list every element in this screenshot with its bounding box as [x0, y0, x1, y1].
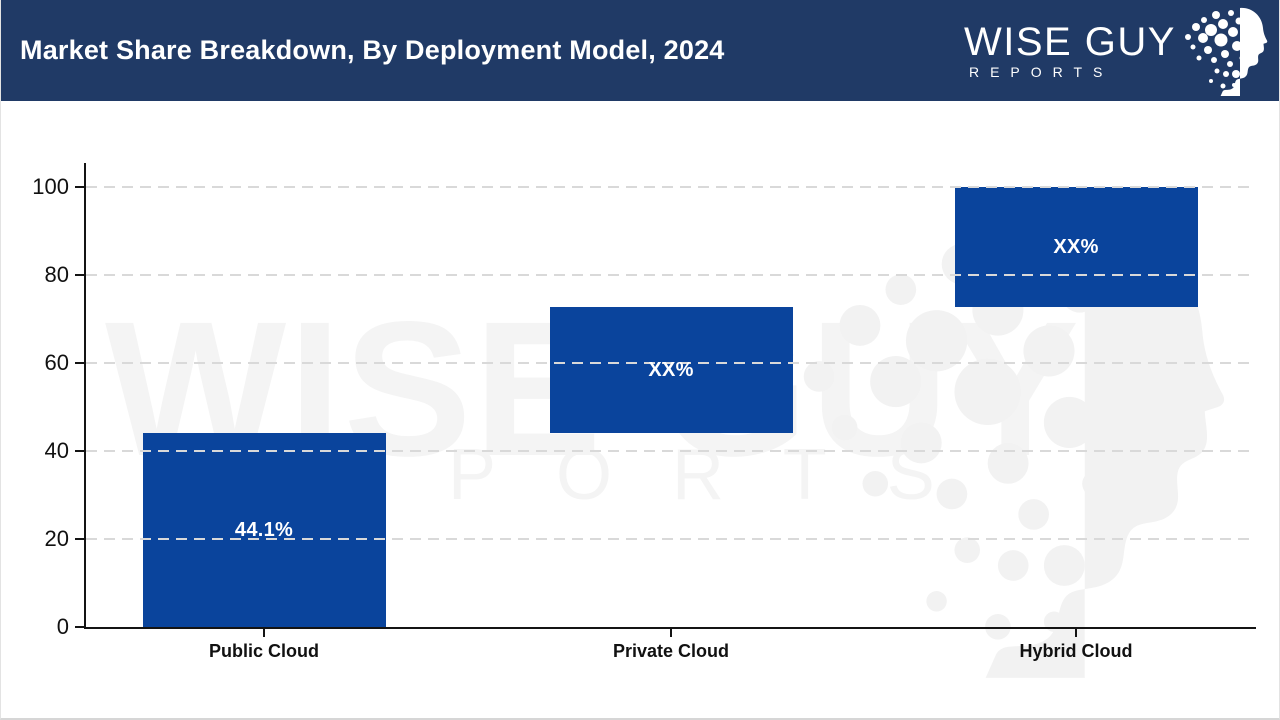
x-category-label: Private Cloud [612, 641, 730, 661]
y-gridline [86, 450, 1256, 452]
bar-value-label: XX% [648, 359, 694, 382]
y-gridline [86, 362, 1256, 364]
bar [549, 307, 793, 433]
bar [142, 432, 386, 627]
y-tick-label: 0 [56, 614, 69, 639]
y-tick-label: 40 [44, 438, 69, 463]
x-category-label: Public Cloud [209, 641, 319, 661]
y-tick [75, 450, 84, 452]
y-tick [75, 274, 84, 276]
y-tick-label: 20 [44, 526, 69, 551]
wiseguy-face-icon [1185, 7, 1268, 96]
face-profile [1220, 7, 1268, 96]
wiseguy-logo: WISE GUY REPORTS [964, 5, 1280, 97]
chart-area: WISE GUY REPORTS 44.1% XX% XX% 0 20 40 60 80 100… [0, 101, 1280, 720]
y-tick-label: 100 [32, 174, 69, 199]
y-tick [75, 626, 84, 628]
y-gridline [86, 538, 1256, 540]
y-gridline [86, 274, 1256, 276]
x-category-label: Hybrid Cloud [1019, 641, 1133, 661]
dot-cluster [1185, 9, 1249, 88]
page-title: Market Share Breakdown, By Deployment Mo… [20, 35, 725, 65]
logo-subtitle: REPORTS [968, 64, 1114, 80]
x-axis-line [84, 627, 1256, 629]
bar-value-label: 44.1% [234, 518, 294, 541]
logo-text: WISE GUY REPORTS [964, 22, 1176, 79]
logo-wordmark: WISE GUY [963, 20, 1176, 64]
x-tick [670, 629, 672, 637]
y-tick [75, 538, 84, 540]
y-axis-line [84, 163, 86, 629]
y-tick [75, 362, 84, 364]
bar-value-label: XX% [1053, 236, 1099, 259]
x-tick [1075, 629, 1077, 637]
y-tick-label: 60 [44, 350, 69, 375]
y-tick-label: 80 [44, 262, 69, 287]
bar [954, 187, 1198, 308]
y-tick [75, 186, 84, 188]
x-tick [263, 629, 265, 637]
header-bar: Market Share Breakdown, By Deployment Mo… [0, 0, 1280, 101]
y-gridline [86, 186, 1256, 188]
